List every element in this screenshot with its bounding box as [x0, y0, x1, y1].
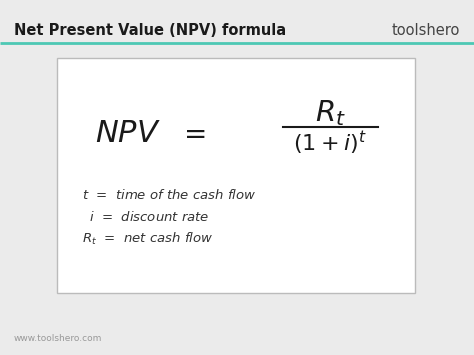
Text: Net Present Value (NPV) formula: Net Present Value (NPV) formula	[14, 23, 286, 38]
Text: toolshero: toolshero	[392, 23, 460, 38]
Text: $t$  =  time of the cash flow: $t$ = time of the cash flow	[82, 188, 256, 202]
Text: $R_t$: $R_t$	[315, 98, 346, 128]
Text: www.toolshero.com: www.toolshero.com	[14, 334, 102, 343]
Text: $\mathbf{\mathit{NPV}}$: $\mathbf{\mathit{NPV}}$	[95, 119, 161, 147]
Text: $=$: $=$	[178, 119, 206, 147]
FancyBboxPatch shape	[57, 58, 415, 293]
Text: $R_t$  =  net cash flow: $R_t$ = net cash flow	[82, 231, 213, 247]
Text: $( 1 + i )^t$: $( 1 + i )^t$	[293, 129, 367, 157]
Text: $i$  =  discount rate: $i$ = discount rate	[89, 210, 210, 224]
